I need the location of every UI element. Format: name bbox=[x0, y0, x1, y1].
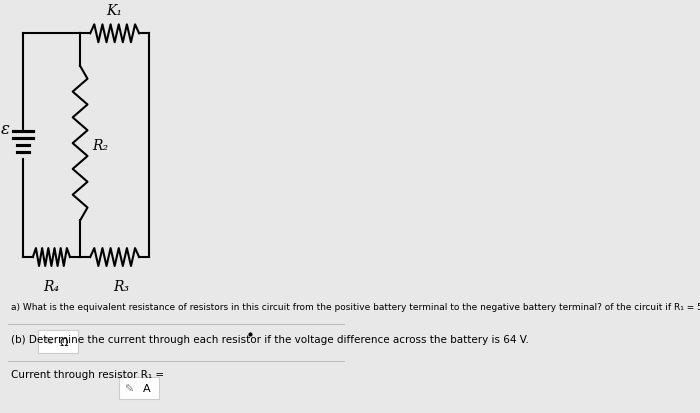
Text: a) What is the equivalent resistance of resistors in this circuit from the posit: a) What is the equivalent resistance of … bbox=[11, 302, 700, 311]
FancyBboxPatch shape bbox=[119, 377, 160, 399]
Text: ε: ε bbox=[1, 121, 9, 138]
Text: ✎: ✎ bbox=[124, 384, 133, 394]
Text: (b) Determine the current through each resistor if the voltage difference across: (b) Determine the current through each r… bbox=[11, 335, 528, 344]
Text: ✎: ✎ bbox=[43, 337, 52, 347]
Text: A: A bbox=[143, 384, 150, 394]
Text: R₄: R₄ bbox=[43, 280, 60, 294]
Text: Current through resistor R₁ =: Current through resistor R₁ = bbox=[11, 369, 164, 379]
Text: R₂: R₂ bbox=[92, 139, 108, 153]
Text: R₃: R₃ bbox=[113, 280, 130, 294]
FancyBboxPatch shape bbox=[38, 330, 78, 353]
Text: K₁: K₁ bbox=[106, 4, 122, 18]
Text: Ω: Ω bbox=[60, 337, 69, 347]
